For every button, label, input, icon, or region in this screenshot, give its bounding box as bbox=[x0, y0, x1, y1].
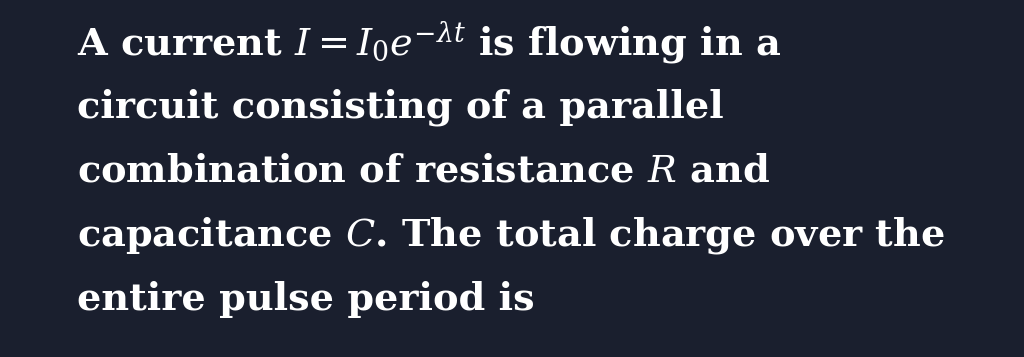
Text: capacitance $C$. The total charge over the: capacitance $C$. The total charge over t… bbox=[77, 215, 945, 256]
Text: combination of resistance $R$ and: combination of resistance $R$ and bbox=[77, 153, 770, 190]
Text: circuit consisting of a parallel: circuit consisting of a parallel bbox=[77, 88, 724, 126]
Text: entire pulse period is: entire pulse period is bbox=[77, 281, 535, 318]
Text: A current $I = I_0 e^{-\lambda t}$ is flowing in a: A current $I = I_0 e^{-\lambda t}$ is fl… bbox=[77, 19, 781, 66]
